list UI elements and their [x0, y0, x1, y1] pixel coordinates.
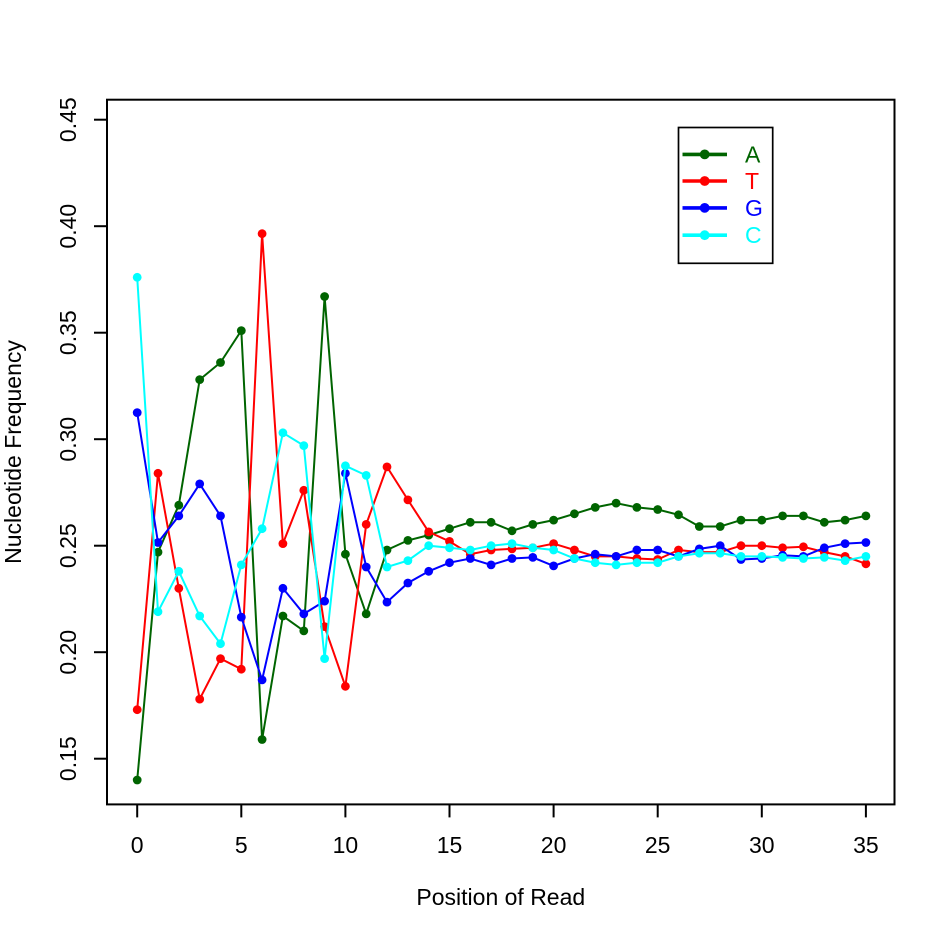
svg-text:35: 35 [853, 832, 879, 858]
svg-text:0.40: 0.40 [55, 204, 81, 249]
svg-text:30: 30 [749, 832, 775, 858]
svg-text:20: 20 [541, 832, 567, 858]
svg-text:Nucleotide Frequency: Nucleotide Frequency [0, 340, 26, 564]
svg-text:0.20: 0.20 [55, 630, 81, 675]
svg-text:0.15: 0.15 [55, 736, 81, 781]
svg-text:T: T [745, 168, 759, 194]
svg-text:25: 25 [645, 832, 671, 858]
svg-text:A: A [745, 141, 761, 167]
svg-text:Position of Read: Position of Read [416, 884, 585, 910]
svg-text:0.35: 0.35 [55, 310, 81, 355]
svg-text:0.30: 0.30 [55, 417, 81, 462]
svg-text:15: 15 [437, 832, 463, 858]
svg-text:5: 5 [235, 832, 248, 858]
svg-text:0: 0 [131, 832, 144, 858]
svg-text:G: G [745, 195, 763, 221]
svg-text:10: 10 [333, 832, 359, 858]
svg-text:C: C [745, 222, 762, 248]
svg-text:0.45: 0.45 [55, 97, 81, 142]
svg-text:0.25: 0.25 [55, 523, 81, 568]
